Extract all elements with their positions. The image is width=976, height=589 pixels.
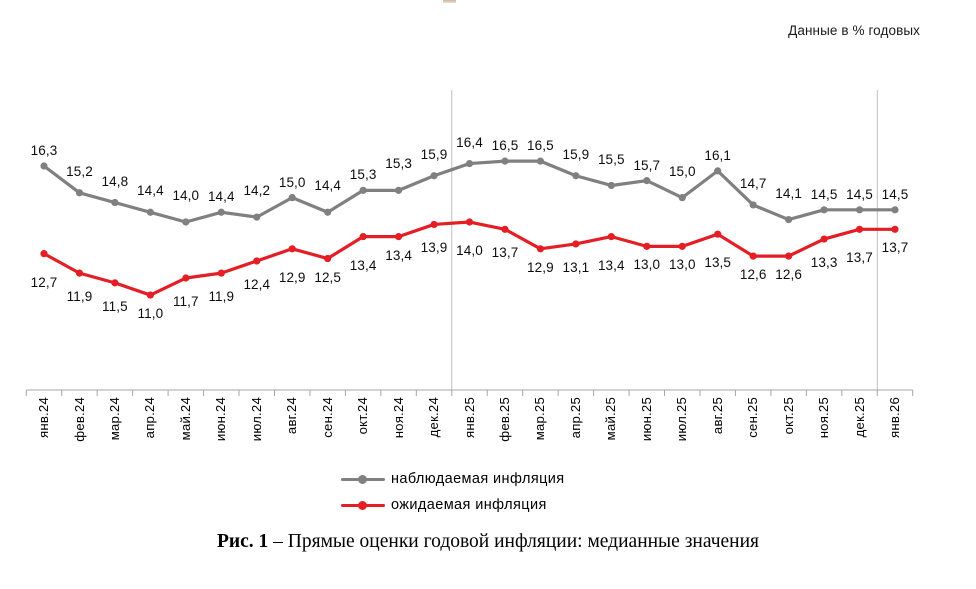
data-label: 13,4 (597, 257, 625, 273)
data-label: 13,4 (385, 247, 412, 263)
data-label: 11,9 (66, 289, 93, 305)
data-label: 15,3 (385, 156, 412, 172)
data-label: 15,0 (278, 174, 306, 190)
x-axis-tick-label: июн.24 (213, 397, 229, 442)
data-label: 12,5 (314, 269, 342, 285)
chart-svg (25, 90, 914, 396)
data-label: 11,5 (102, 298, 128, 314)
data-label: 11,7 (172, 294, 199, 309)
chart-legend: наблюдаемая инфляция ожидаемая инфляция (0, 466, 976, 518)
units-note: Данные в % годовых (788, 23, 920, 38)
data-label: 16,5 (491, 138, 519, 154)
data-label: 14,0 (456, 243, 483, 258)
data-label: 12,7 (30, 274, 58, 290)
data-label: 14,8 (101, 173, 129, 189)
data-label: 14,5 (846, 186, 873, 202)
x-axis-tick-label: май.24 (177, 397, 193, 441)
legend-marker-observed-icon (341, 473, 385, 485)
series-expected (40, 218, 899, 299)
data-label: 13,0 (633, 257, 661, 273)
x-axis-tick-label: сен.24 (319, 397, 335, 438)
x-axis-tick-label: окт.24 (355, 397, 371, 435)
data-label: 14,4 (137, 183, 164, 199)
data-label: 13,7 (491, 245, 519, 261)
data-label: 16,5 (527, 138, 554, 154)
x-axis-tick-label: май.25 (603, 397, 619, 441)
x-axis-tick-label: мар.25 (532, 397, 548, 441)
x-axis-tick-label: ноя.25 (816, 397, 832, 439)
cropped-top-artifact (443, 0, 456, 3)
legend-label-expected: ожидаемая инфляция (391, 497, 547, 513)
data-label: 14,5 (881, 186, 909, 202)
data-label: 16,3 (30, 143, 58, 158)
data-label: 13,1 (562, 259, 590, 275)
data-label: 14,2 (243, 183, 271, 199)
data-label: 15,2 (66, 163, 93, 179)
data-label: 13,7 (846, 250, 873, 266)
data-label: 14,1 (775, 185, 802, 201)
data-label: 15,5 (597, 151, 625, 167)
data-label: 12,6 (739, 267, 767, 283)
x-axis-tick-label: янв.24 (36, 397, 51, 438)
data-label: 14,5 (810, 186, 838, 202)
data-label: 14,7 (739, 176, 767, 191)
data-label: 15,3 (349, 167, 377, 183)
x-axis-tick-label: фев.24 (71, 397, 87, 442)
x-axis-tick-label: июл.25 (674, 397, 690, 442)
legend-item-expected[interactable]: ожидаемая инфляция (341, 494, 547, 516)
data-label: 13,9 (420, 240, 448, 256)
x-axis-tick-label: авг.24 (284, 397, 300, 435)
data-label: 11,0 (137, 306, 164, 322)
legend-label-observed: наблюдаемая инфляция (391, 471, 565, 487)
data-label: 13,4 (349, 257, 377, 273)
data-label: 14,0 (172, 188, 200, 203)
data-label: 11,9 (208, 289, 235, 305)
caption-text: Прямые оценки годовой инфляции: медианны… (287, 531, 760, 552)
series-observed (40, 157, 899, 226)
x-axis-tick-label: дек.25 (851, 397, 867, 438)
data-label: 13,0 (668, 257, 696, 273)
data-label: 14,4 (207, 189, 235, 205)
x-axis-tick-label: мар.24 (106, 397, 122, 441)
figure-number: Рис. 1 (216, 531, 269, 552)
caption-dash: – (268, 531, 288, 552)
legend-item-observed[interactable]: наблюдаемая инфляция (341, 468, 565, 490)
data-label: 15,9 (420, 146, 448, 162)
data-label: 13,5 (704, 255, 732, 271)
x-axis-tick-label: авг.25 (709, 397, 725, 435)
data-label: 13,7 (881, 240, 909, 256)
x-axis-tick-label: ноя.24 (390, 397, 406, 439)
x-axis-tick-label: окт.25 (780, 397, 796, 435)
data-label: 16,1 (704, 147, 732, 163)
data-label: 12,9 (527, 259, 554, 275)
x-axis-tick-label: дек.24 (426, 397, 441, 438)
legend-marker-expected-icon (341, 499, 385, 511)
x-axis-tick-label: июл.24 (248, 397, 264, 442)
data-label: 15,7 (633, 157, 661, 173)
data-label: 12,4 (243, 277, 271, 292)
x-axis-tick-label: янв.25 (461, 397, 477, 438)
data-label: 15,0 (668, 163, 696, 179)
data-label: 12,9 (278, 269, 306, 285)
data-label: 14,4 (314, 178, 342, 194)
x-axis-tick-label: апр.24 (142, 397, 158, 439)
x-axis-tick-label: апр.25 (567, 397, 583, 439)
figure-caption: Рис. 1 – Прямые оценки годовой инфляции:… (0, 531, 976, 553)
x-axis-tick-label: июн.25 (638, 397, 654, 442)
chart-plot-area: 16,3 15,2 14,8 14,4 14,0 14,4 14,2 15,0 14,4 15,3… (25, 90, 914, 442)
data-label: 12,6 (775, 267, 802, 283)
x-axis-tick-label: сен.25 (745, 397, 761, 438)
x-axis-tick-label: янв.26 (887, 397, 902, 438)
data-label: 15,9 (562, 146, 590, 162)
x-axis-tick-label: фев.25 (497, 397, 512, 442)
data-label: 16,4 (456, 134, 483, 150)
data-label: 13,3 (810, 255, 838, 271)
